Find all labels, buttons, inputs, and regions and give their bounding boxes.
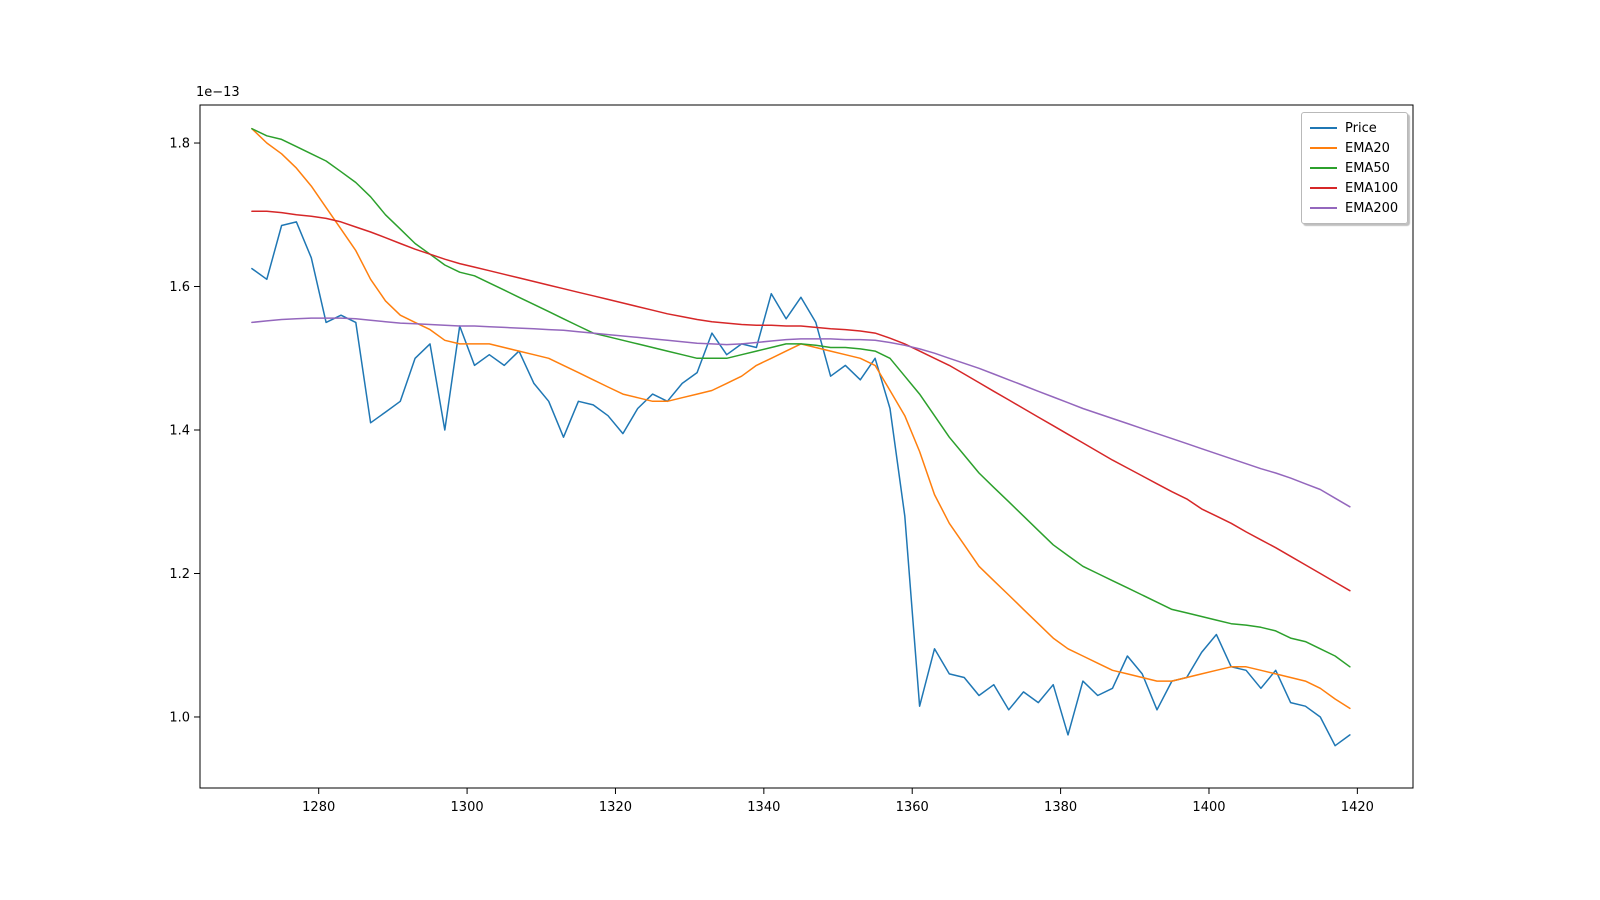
x-tick-label: 1400 — [1192, 800, 1225, 815]
y-tick-label: 1.8 — [169, 137, 190, 152]
ema100-line-sample — [1310, 187, 1337, 189]
ema50-line-sample — [1310, 167, 1337, 169]
ema200-line — [251, 317, 1351, 508]
legend-item-ema20: EMA20 — [1310, 138, 1398, 158]
legend-item-ema50: EMA50 — [1310, 158, 1398, 178]
ema50-line — [251, 127, 1351, 668]
y-tick-label: 1.6 — [169, 280, 190, 295]
legend-label-ema100: EMA100 — [1345, 180, 1399, 196]
x-tick-label: 1320 — [599, 800, 632, 815]
x-tick-label: 1280 — [302, 800, 335, 815]
ema20-line — [251, 127, 1351, 710]
x-tick-label: 1380 — [1044, 800, 1077, 815]
legend-label-ema50: EMA50 — [1345, 160, 1390, 176]
legend-item-ema100: EMA100 — [1310, 178, 1398, 198]
legend-label-price: Price — [1345, 120, 1377, 136]
y-tick-label: 1.4 — [169, 423, 190, 438]
price-line-sample — [1310, 127, 1337, 129]
y-axis-offset-label: 1e−13 — [196, 85, 240, 100]
ema200-line-sample — [1310, 207, 1337, 209]
y-tick-label: 1.0 — [169, 710, 190, 725]
ema20-line-sample — [1310, 147, 1337, 149]
legend-item-ema200: EMA200 — [1310, 198, 1398, 218]
price-line — [251, 221, 1351, 747]
legend: Price EMA20 EMA50 EMA100 EMA200 — [1301, 112, 1409, 224]
legend-label-ema200: EMA200 — [1345, 200, 1399, 216]
legend-item-price: Price — [1310, 118, 1398, 138]
x-tick-label: 1420 — [1341, 800, 1374, 815]
y-tick-label: 1.2 — [169, 567, 190, 582]
ema100-line — [251, 210, 1351, 592]
x-tick-label: 1300 — [451, 800, 484, 815]
legend-label-ema20: EMA20 — [1345, 140, 1390, 156]
x-tick-label: 1340 — [747, 800, 780, 815]
x-tick-label: 1360 — [896, 800, 929, 815]
axes-spines — [199, 104, 1414, 789]
